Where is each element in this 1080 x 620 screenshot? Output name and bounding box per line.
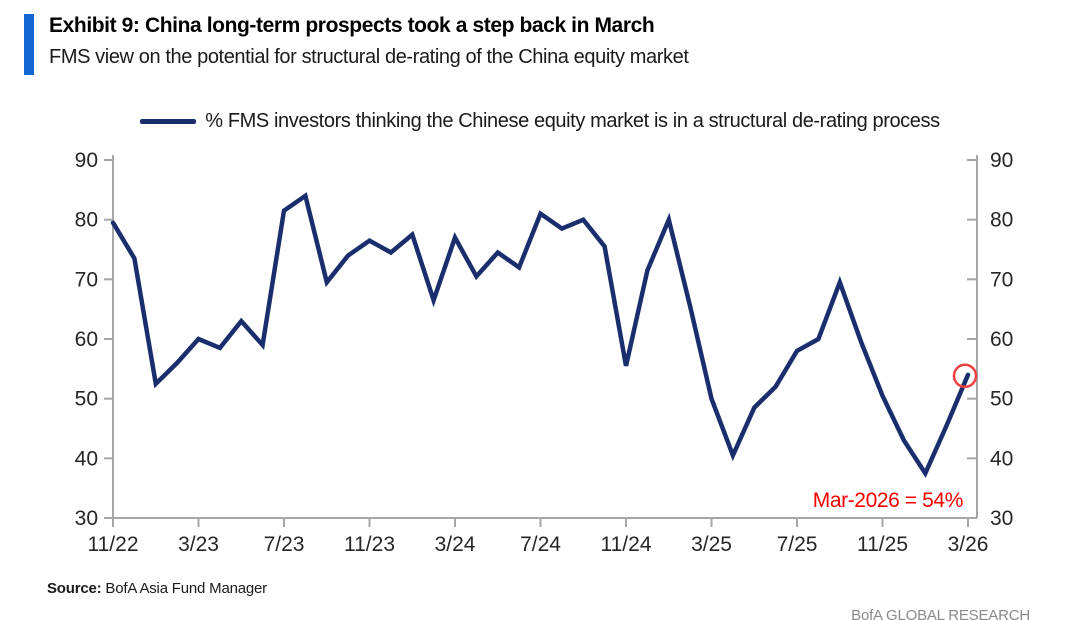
y-tick-label-right: 30 [990, 507, 1013, 530]
x-tick-label: 3/24 [435, 533, 476, 556]
y-tick-label-right: 80 [990, 209, 1013, 232]
legend-label: % FMS investors thinking the Chinese equ… [205, 109, 940, 132]
y-axis-right: 30 40 50 60 70 80 90 [967, 149, 1013, 530]
y-tick-label-right: 60 [990, 328, 1013, 351]
y-tick-label-right: 70 [990, 268, 1013, 291]
series-line [110, 192, 971, 478]
x-tick-label: 7/24 [520, 533, 561, 556]
y-tick-label-left: 60 [75, 328, 98, 351]
chart-axes [112, 155, 978, 519]
exhibit-accent-bar [24, 14, 34, 75]
x-tick-label: 7/25 [777, 533, 818, 556]
y-tick-label-left: 50 [75, 388, 98, 411]
x-tick-label: 3/26 [948, 533, 989, 556]
x-tick-label: 11/23 [344, 533, 395, 556]
legend-line-icon [140, 118, 197, 124]
x-axis: 11/22 3/23 7/23 11/23 3/24 7/24 11/24 3/25 7/25 1… [88, 518, 989, 556]
x-tick-label: 11/24 [601, 533, 652, 556]
x-tick-label: 11/22 [88, 533, 139, 556]
y-tick-label-right: 40 [990, 447, 1013, 470]
x-tick-label: 3/23 [178, 533, 219, 556]
x-tick-label: 3/25 [691, 533, 732, 556]
x-tick-label: 7/23 [264, 533, 305, 556]
y-tick-label-left: 30 [75, 507, 98, 530]
y-axis-left: 30 40 50 60 70 80 90 [75, 149, 113, 530]
x-tick-label: 11/25 [857, 533, 908, 556]
chart-legend: % FMS investors thinking the Chinese equ… [0, 105, 1080, 137]
exhibit-subtitle: FMS view on the potential for structural… [49, 46, 689, 68]
exhibit-title: Exhibit 9: China long-term prospects too… [49, 14, 655, 37]
brand-text: BofA GLOBAL RESEARCH [851, 607, 1030, 620]
annotation-text: Mar-2026 = 54% [813, 489, 963, 512]
y-tick-label-left: 40 [75, 447, 98, 470]
y-tick-label-left: 90 [75, 149, 98, 172]
source-label: Source: [47, 580, 102, 597]
last-point-highlight-circle [952, 363, 978, 389]
y-tick-label-right: 90 [990, 149, 1013, 172]
y-tick-label-left: 70 [75, 268, 98, 291]
source-text: BofA Asia Fund Manager [101, 580, 267, 597]
y-tick-label-left: 80 [75, 209, 98, 232]
y-tick-label-right: 50 [990, 388, 1013, 411]
source-line: Source: BofA Asia Fund Manager [47, 580, 267, 597]
